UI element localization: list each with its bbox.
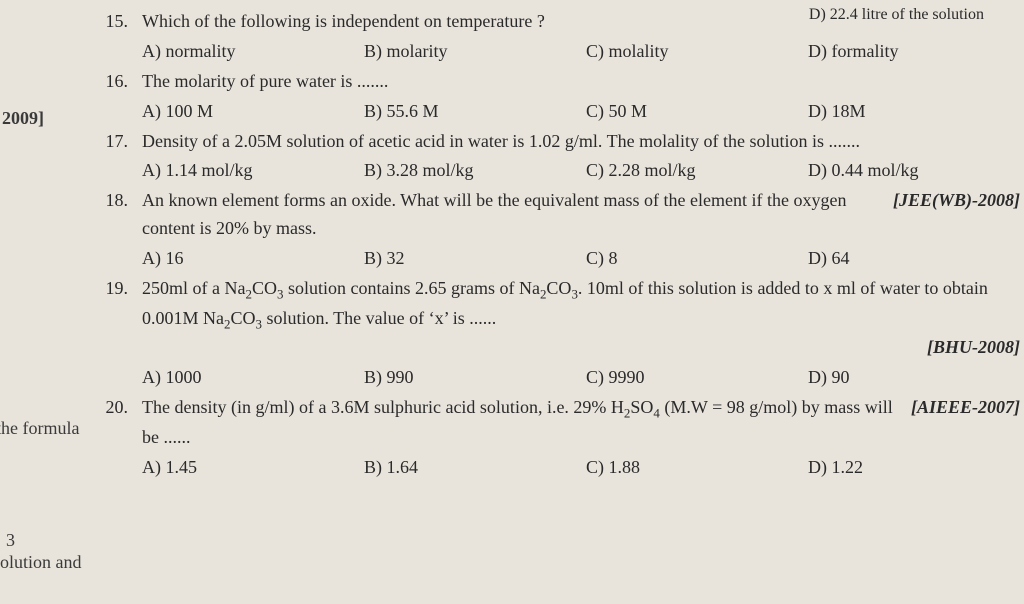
q19-options: A) 1000 B) 990 C) 9990 D) 90 [142,364,1020,392]
q20-number: 20. [100,394,128,481]
question-15: 15. Which of the following is independen… [100,8,1020,66]
q19-tag: [BHU-2008] [142,334,1020,362]
q19-t7: solution. The value of ‘x’ is ...... [262,308,496,328]
q16-opt-b: B) 55.6 M [364,98,576,126]
margin-formula: the formula [0,418,79,439]
question-19: 19. 250ml of a Na2CO3 solution contains … [100,275,1020,392]
q17-opt-d: D) 0.44 mol/kg [808,157,1020,185]
margin-sub3: 3 [6,530,15,551]
q17-options: A) 1.14 mol/kg B) 3.28 mol/kg C) 2.28 mo… [142,157,1020,185]
q18-opt-a: A) 16 [142,245,354,273]
q20-tag: [AIEEE-2007] [911,394,1020,452]
q15-opt-d: D) formality [808,38,1020,66]
q18-opt-d: D) 64 [808,245,1020,273]
q20-opt-b: B) 1.64 [364,454,576,482]
q15-text: Which of the following is independent on… [142,8,1020,36]
question-16: 16. The molarity of pure water is ......… [100,68,1020,126]
q16-opt-c: C) 50 M [586,98,798,126]
margin-olution: olution and [0,552,82,573]
q20-opt-c: C) 1.88 [586,454,798,482]
q18-tag: [JEE(WB)-2008] [893,187,1020,243]
q17-number: 17. [100,128,128,186]
q19-opt-b: B) 990 [364,364,576,392]
q15-opt-b: B) molarity [364,38,576,66]
q19-opt-d: D) 90 [808,364,1020,392]
question-17: 17. Density of a 2.05M solution of aceti… [100,128,1020,186]
q19-opt-a: A) 1000 [142,364,354,392]
q20-opt-d: D) 1.22 [808,454,1020,482]
q17-opt-a: A) 1.14 mol/kg [142,157,354,185]
q16-options: A) 100 M B) 55.6 M C) 50 M D) 18M [142,98,1020,126]
q17-opt-b: B) 3.28 mol/kg [364,157,576,185]
q20-opt-a: A) 1.45 [142,454,354,482]
margin-year: 2009] [2,108,44,129]
q19-t3: solution contains 2.65 grams of Na [283,278,539,298]
q20-t1: The density (in g/ml) of a 3.6M sulphuri… [142,397,624,417]
page-content: 15. Which of the following is independen… [90,0,1024,492]
q19-t2: CO [252,278,277,298]
q19-t6: CO [230,308,255,328]
q16-opt-a: A) 100 M [142,98,354,126]
q15-options: A) normality B) molarity C) molality D) … [142,38,1020,66]
q16-opt-d: D) 18M [808,98,1020,126]
q15-opt-a: A) normality [142,38,354,66]
q18-opt-b: B) 32 [364,245,576,273]
question-18: 18. An known element forms an oxide. Wha… [100,187,1020,273]
q20-t2: SO [630,397,653,417]
q18-options: A) 16 B) 32 C) 8 D) 64 [142,245,1020,273]
q17-opt-c: C) 2.28 mol/kg [586,157,798,185]
q16-text: The molarity of pure water is ....... [142,68,1020,96]
q19-t4: CO [546,278,571,298]
q19-number: 19. [100,275,128,392]
q19-text: 250ml of a Na2CO3 solution contains 2.65… [142,275,1020,334]
q19-t1: 250ml of a Na [142,278,245,298]
q15-number: 15. [100,8,128,66]
q18-text: An known element forms an oxide. What wi… [142,187,883,243]
q20-text: The density (in g/ml) of a 3.6M sulphuri… [142,394,901,452]
q20-options: A) 1.45 B) 1.64 C) 1.88 D) 1.22 [142,454,1020,482]
q18-number: 18. [100,187,128,273]
q17-text: Density of a 2.05M solution of acetic ac… [142,128,1020,156]
q19-opt-c: C) 9990 [586,364,798,392]
q16-number: 16. [100,68,128,126]
q15-opt-c: C) molality [586,38,798,66]
question-20: 20. The density (in g/ml) of a 3.6M sulp… [100,394,1020,481]
q18-opt-c: C) 8 [586,245,798,273]
